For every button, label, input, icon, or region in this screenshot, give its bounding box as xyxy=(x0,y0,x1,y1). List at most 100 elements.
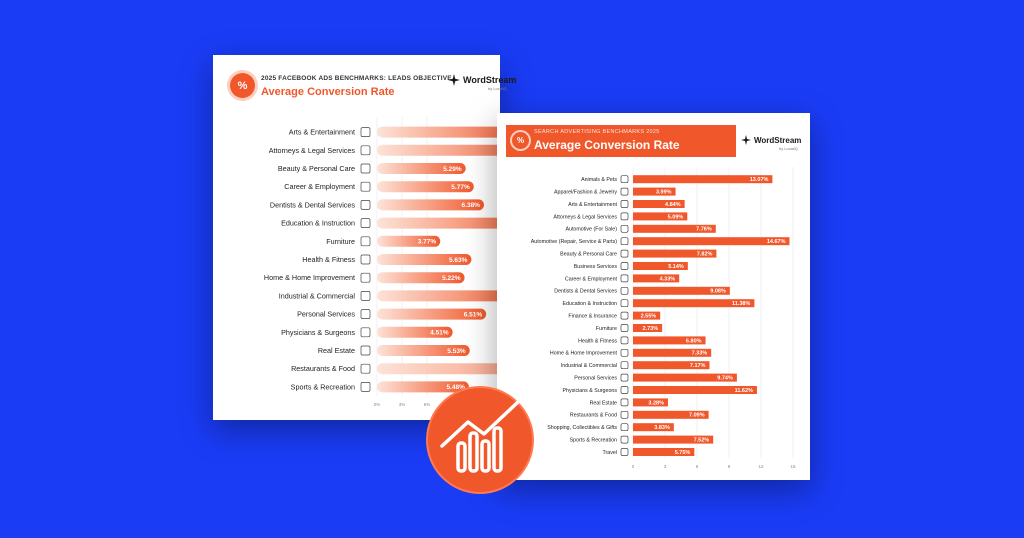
right-bar xyxy=(633,311,661,320)
right-category-label: Arts & Entertainment xyxy=(568,202,617,208)
left-category-label: Home & Home Improvement xyxy=(264,273,355,282)
left-bar xyxy=(377,326,453,338)
heart-icon xyxy=(620,336,629,345)
left-category-label: Personal Services xyxy=(297,310,355,319)
right-category-label: Automotive (For Sale) xyxy=(565,227,617,233)
right-card-header: % SEARCH ADVERTISING BENCHMARKS 2025 Ave… xyxy=(506,125,736,157)
right-value-label: 4.33% xyxy=(660,276,676,282)
right-card-subtitle: Average Conversion Rate xyxy=(534,138,680,152)
wordstream-logo: WordStream xyxy=(741,135,801,145)
right-bar xyxy=(633,212,688,221)
left-value-label: 5.77% xyxy=(451,184,470,191)
car-icon xyxy=(620,224,629,233)
brand-name: WordStream xyxy=(754,135,802,145)
left-bar xyxy=(377,235,441,247)
utensils-icon xyxy=(620,410,629,419)
house-icon xyxy=(620,348,629,357)
gift-icon xyxy=(620,423,629,432)
plane-icon xyxy=(620,448,629,456)
right-value-label: 13.07% xyxy=(750,177,769,183)
right-value-label: 11.62% xyxy=(735,388,753,394)
left-card-title: 2025 FACEBOOK ADS BENCHMARKS: LEADS OBJE… xyxy=(261,75,452,82)
hand-icon xyxy=(360,309,371,319)
right-bar xyxy=(633,448,695,456)
right-category-label: Beauty & Personal Care xyxy=(560,251,617,257)
heart-icon xyxy=(360,254,371,265)
right-bar xyxy=(633,423,674,432)
left-category-label: Physicians & Surgeons xyxy=(281,328,355,337)
wordstream-logo: WordStream xyxy=(448,74,516,86)
brush-icon xyxy=(620,249,629,258)
right-bar xyxy=(633,398,668,407)
growth-chart-icon xyxy=(440,400,520,473)
right-category-label: Real Estate xyxy=(590,400,617,406)
right-bar xyxy=(633,237,790,246)
left-category-label: Career & Employment xyxy=(284,182,355,191)
right-bar xyxy=(633,373,737,382)
left-category-label: Dentists & Dental Services xyxy=(270,200,355,209)
right-bar xyxy=(633,336,706,345)
left-value-label: 5.22% xyxy=(442,275,461,282)
left-tick-label: 6% xyxy=(424,402,431,407)
right-bar xyxy=(633,361,710,370)
medical-cross-icon xyxy=(360,327,371,338)
left-bar xyxy=(377,254,472,265)
right-value-label: 14.67% xyxy=(767,239,786,245)
right-category-label: Animals & Pets xyxy=(581,177,617,183)
left-category-label: Education & Instruction xyxy=(281,219,355,228)
tooth-icon xyxy=(620,286,629,295)
left-bar xyxy=(377,308,487,320)
wrench-icon xyxy=(620,237,629,246)
right-value-label: 6.80% xyxy=(686,338,702,344)
right-category-label: Finance & Insurance xyxy=(568,313,617,319)
right-bar xyxy=(633,249,717,258)
left-value-label: 5.29% xyxy=(443,166,462,173)
utensils-icon xyxy=(360,363,371,374)
right-bar xyxy=(633,410,709,419)
sofa-icon xyxy=(360,236,371,247)
right-card-title: SEARCH ADVERTISING BENCHMARKS 2025 xyxy=(534,129,660,135)
left-category-label: Sports & Recreation xyxy=(291,382,355,391)
right-value-label: 2.73% xyxy=(643,326,659,332)
right-bar xyxy=(633,299,755,308)
paw-icon xyxy=(620,175,629,184)
briefcase-icon xyxy=(360,181,371,192)
gavel-icon xyxy=(360,145,371,156)
right-benchmark-card: % SEARCH ADVERTISING BENCHMARKS 2025 Ave… xyxy=(497,113,810,480)
right-category-label: Health & Fitness xyxy=(578,338,617,344)
right-tick-label: 15 xyxy=(790,464,796,469)
left-category-label: Attorneys & Legal Services xyxy=(269,146,356,155)
right-value-label: 3.83% xyxy=(654,425,670,431)
briefcase-icon xyxy=(620,262,629,270)
left-value-label: 5.48% xyxy=(446,384,465,391)
right-value-label: 7.82% xyxy=(697,252,713,258)
right-category-label: Automotive (Repair, Service & Parts) xyxy=(531,239,617,245)
graduation-cap-icon xyxy=(620,299,629,308)
right-tick-label: 9 xyxy=(728,464,731,469)
right-category-label: Furniture xyxy=(596,326,617,332)
left-value-label: 5.53% xyxy=(447,348,466,355)
left-tick-label: 0% xyxy=(374,402,381,407)
right-value-label: 7.52% xyxy=(694,438,710,444)
left-value-label: 3.77% xyxy=(418,239,437,246)
right-category-label: Attorneys & Legal Services xyxy=(553,214,617,220)
right-bar xyxy=(633,224,716,233)
brand-name: WordStream xyxy=(463,75,517,85)
left-bar xyxy=(377,381,469,393)
left-bar xyxy=(377,126,534,138)
ball-icon xyxy=(620,435,629,444)
house-icon xyxy=(360,272,371,283)
right-value-label: 7.33% xyxy=(692,351,708,357)
wordstream-mark-icon xyxy=(741,135,751,145)
left-value-label: 6.38% xyxy=(462,202,481,209)
right-bar xyxy=(633,175,773,184)
palette-icon xyxy=(620,200,629,208)
right-value-label: 11.38% xyxy=(732,301,750,307)
right-category-label: Business Services xyxy=(574,264,618,270)
right-value-label: 7.76% xyxy=(696,227,712,233)
factory-icon xyxy=(620,361,629,370)
left-value-label: 6.51% xyxy=(464,311,483,318)
right-bar xyxy=(633,386,757,394)
graduation-cap-icon xyxy=(360,218,371,228)
right-category-label: Travel xyxy=(602,450,617,456)
